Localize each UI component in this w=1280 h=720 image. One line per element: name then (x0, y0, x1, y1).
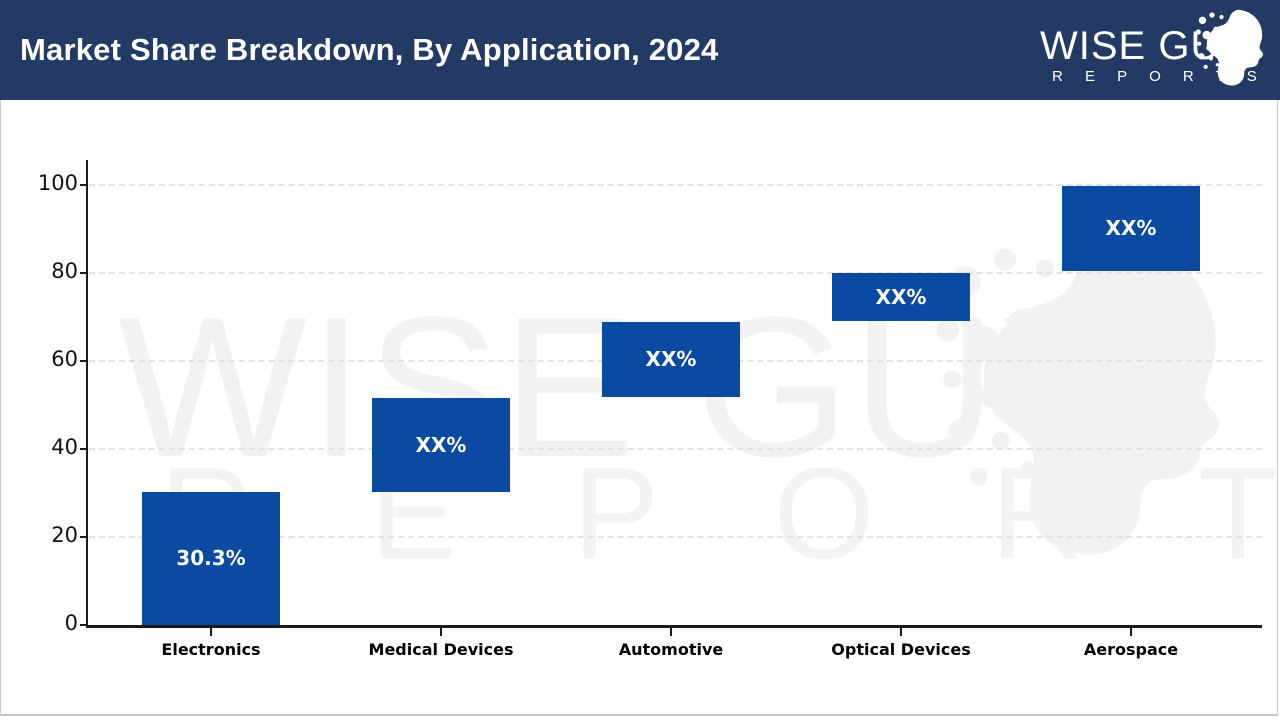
brand-logo: WISE GUY R E P O R T S (1012, 6, 1263, 94)
y-axis-tick (80, 448, 88, 450)
y-axis-tick (80, 184, 88, 186)
y-axis-tick-label: 0 (64, 611, 78, 635)
y-axis-tick (80, 536, 88, 538)
bar-value-label: XX% (875, 284, 927, 309)
y-axis-tick-label: 60 (51, 347, 78, 371)
header: Market Share Breakdown, By Application, … (0, 0, 1280, 100)
waterfall-bar: XX% (832, 273, 970, 321)
y-axis-tick (80, 360, 88, 362)
y-axis-tick-label: 40 (51, 435, 78, 459)
gridline (89, 448, 1262, 450)
chart-canvas-frame (0, 100, 1278, 716)
x-axis-category-label: Electronics (161, 640, 261, 659)
y-axis-tick (80, 624, 88, 626)
y-axis-tick-label: 100 (37, 171, 78, 195)
wise-guy-face-icon (1195, 9, 1263, 86)
x-axis-tick (210, 628, 212, 636)
x-axis-line (86, 625, 1262, 628)
x-axis-tick (670, 628, 672, 636)
bar-value-label: 30.3% (176, 546, 246, 571)
x-axis-category-label: Medical Devices (368, 640, 514, 659)
y-axis-line (86, 160, 88, 627)
bar-value-label: XX% (1105, 216, 1157, 241)
waterfall-bar: XX% (1062, 185, 1200, 271)
page-title: Market Share Breakdown, By Application, … (20, 32, 719, 67)
x-axis-category-label: Automotive (618, 640, 724, 659)
x-axis-tick (900, 628, 902, 636)
waterfall-bar: 30.3% (142, 491, 280, 625)
x-axis-category-label: Aerospace (1083, 640, 1179, 659)
waterfall-bar: XX% (372, 397, 510, 492)
y-axis-tick-label: 20 (51, 523, 78, 547)
logo-subtitle: R E P O R T S (1052, 68, 1266, 85)
gridline (89, 184, 1262, 186)
waterfall-bar: XX% (602, 321, 740, 398)
bar-value-label: XX% (645, 347, 697, 372)
y-axis-tick-label: 80 (51, 259, 78, 283)
bar-value-label: XX% (415, 432, 467, 457)
gridline (89, 536, 1262, 538)
x-axis-tick (440, 628, 442, 636)
y-axis-tick (80, 272, 88, 274)
x-axis-category-label: Optical Devices (831, 640, 971, 659)
gridline (89, 272, 1262, 274)
x-axis-tick (1130, 628, 1132, 636)
